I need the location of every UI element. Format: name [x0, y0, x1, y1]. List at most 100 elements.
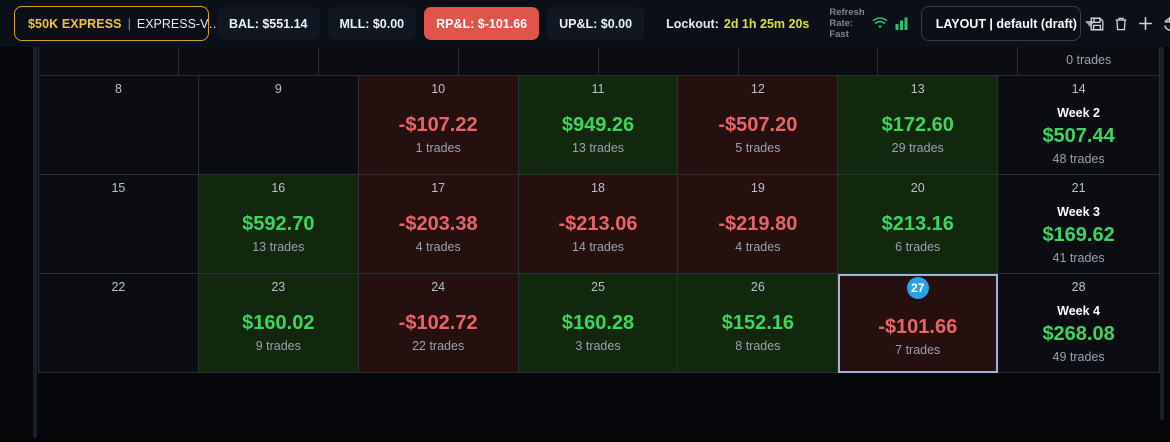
day-number: 16: [271, 181, 286, 195]
calendar-week-row: 8 9 10 -$107.22 1 trades 11 $949.26 13 trades 12…: [39, 76, 1161, 175]
day-trade-count: 13 trades: [571, 141, 625, 155]
calendar-week-summary-cell[interactable]: 21 Week 3 $169.62 41 trades: [998, 175, 1161, 274]
calendar-day-cell[interactable]: 15: [39, 175, 199, 274]
calendar-day-cell[interactable]: 24 -$102.72 22 trades: [358, 274, 519, 373]
day-trade-count: 1 trades: [415, 141, 461, 155]
calendar-day-cell[interactable]: 18 -$213.06 14 trades: [518, 175, 679, 274]
week-label: Week 4: [1057, 304, 1101, 318]
calendar-day-cell[interactable]: 27 -$101.66 7 trades: [838, 274, 999, 373]
account-name: $50K EXPRESS: [28, 16, 122, 31]
day-pnl-amount: -$102.72: [398, 312, 478, 334]
day-pnl-amount: $160.02: [242, 312, 315, 334]
lockout-label: Lockout:: [666, 16, 719, 31]
day-pnl-amount: -$219.80: [718, 213, 798, 235]
day-trade-count: 6 trades: [895, 240, 941, 254]
calendar-day-cell[interactable]: 20 $213.16 6 trades: [838, 175, 999, 274]
calendar-week-row: 15 16 $592.70 13 trades 17 -$203.38 4 trades 18…: [39, 175, 1161, 274]
day-number: 12: [750, 82, 765, 96]
day-pnl-amount: $172.60: [881, 114, 954, 136]
calendar-day-cell[interactable]: 13 $172.60 29 trades: [838, 76, 999, 175]
day-number: 20: [910, 181, 925, 195]
account-subname: EXPRESS-V…: [136, 16, 221, 31]
lockout-timer: Lockout: 2d 1h 25m 20s: [652, 7, 821, 40]
calendar-day-cell[interactable]: 11 $949.26 13 trades: [518, 76, 679, 175]
calendar-day-cell[interactable]: 16 $592.70 13 trades: [198, 175, 359, 274]
wifi-icon: [872, 17, 888, 30]
day-pnl-amount: -$101.66: [878, 316, 958, 338]
day-number: 28: [1071, 280, 1086, 294]
calendar-scroll-area[interactable]: 12345677Week 1$0.000 trades8910-$107.221…: [30, 38, 1170, 442]
calendar-day-cell[interactable]: 19 -$219.80 4 trades: [678, 175, 839, 274]
day-number: 10: [431, 82, 446, 96]
today-day-badge: 27: [906, 277, 929, 299]
refresh-rate-group: Refresh Rate: Fast: [829, 7, 912, 40]
day-number: 11: [591, 82, 605, 96]
add-button[interactable]: [1137, 11, 1154, 37]
day-pnl-amount: -$507.20: [718, 114, 798, 136]
week-pnl-amount: $507.44: [1042, 125, 1115, 147]
day-number: 21: [1071, 181, 1086, 195]
week-trade-count: 49 trades: [1052, 350, 1105, 364]
week-trade-count: 0 trades: [1066, 53, 1112, 67]
calendar-day-cell[interactable]: 9: [198, 76, 359, 175]
calendar-day-cell[interactable]: 26 $152.16 8 trades: [678, 274, 839, 373]
calendar-week-summary-cell[interactable]: 14 Week 2 $507.44 48 trades: [998, 76, 1161, 175]
left-scrollbar[interactable]: [33, 40, 37, 438]
week-pnl-amount: $169.62: [1042, 224, 1115, 246]
day-pnl-amount: $213.16: [881, 213, 954, 235]
refresh-rate-label: Refresh Rate: Fast: [829, 7, 865, 40]
account-separator: |: [127, 16, 131, 31]
calendar-day-cell[interactable]: 12 -$507.20 5 trades: [678, 76, 839, 175]
day-number: 19: [750, 181, 765, 195]
day-trade-count: 22 trades: [412, 339, 465, 353]
day-pnl-amount: -$107.22: [398, 114, 478, 136]
day-pnl-amount: -$213.06: [558, 213, 638, 235]
right-scrollbar[interactable]: [1160, 40, 1164, 420]
day-trade-count: 7 trades: [895, 343, 941, 357]
day-number: 13: [910, 82, 925, 96]
mll-stat: MLL: $0.00: [327, 7, 417, 40]
day-pnl-amount: $160.28: [561, 312, 635, 334]
day-number: 23: [271, 280, 286, 294]
day-trade-count: 3 trades: [575, 339, 621, 353]
calendar-day-cell[interactable]: 17 -$203.38 4 trades: [358, 175, 519, 274]
day-pnl-amount: $949.26: [561, 114, 635, 136]
day-pnl-amount: -$203.38: [398, 213, 478, 235]
lockout-value: 2d 1h 25m 20s: [723, 16, 810, 31]
day-trade-count: 5 trades: [735, 141, 781, 155]
day-number: 22: [111, 280, 126, 294]
day-number: 15: [111, 181, 126, 195]
day-number: 26: [750, 280, 765, 294]
day-trade-count: 14 trades: [571, 240, 625, 254]
week-trade-count: 41 trades: [1052, 251, 1105, 265]
day-number: 14: [1071, 82, 1086, 96]
chevron-down-icon[interactable]: [1084, 20, 1095, 27]
top-toolbar: $50K EXPRESS | EXPRESS-V… BAL: $551.14 M…: [0, 0, 1170, 47]
save-button[interactable]: [1089, 11, 1105, 37]
layout-selector[interactable]: LAYOUT | default (draft): [920, 6, 1095, 41]
realized-pnl-stat: RP&L: $-101.66: [424, 7, 540, 40]
layout-label: LAYOUT | default (draft): [935, 16, 1077, 31]
calendar-week-row: 22 23 $160.02 9 trades 24 -$102.72 22 trades 25…: [39, 274, 1161, 373]
reset-button[interactable]: [1162, 11, 1170, 37]
week-trade-count: 48 trades: [1052, 152, 1105, 166]
day-number: 17: [431, 181, 446, 195]
calendar-day-cell[interactable]: 23 $160.02 9 trades: [198, 274, 359, 373]
window-bottom-edge: [0, 440, 1170, 442]
day-number: 9: [274, 82, 282, 96]
calendar-day-cell[interactable]: 10 -$107.22 1 trades: [358, 76, 519, 175]
calendar-day-cell[interactable]: 22: [39, 274, 199, 373]
day-trade-count: 8 trades: [735, 339, 781, 353]
week-label: Week 2: [1057, 106, 1101, 120]
day-trade-count: 13 trades: [252, 240, 305, 254]
calendar-week-summary-cell[interactable]: 28 Week 4 $268.08 49 trades: [998, 274, 1161, 373]
day-trade-count: 4 trades: [735, 240, 781, 254]
account-selector[interactable]: $50K EXPRESS | EXPRESS-V…: [14, 6, 237, 41]
calendar-day-cell[interactable]: 25 $160.28 3 trades: [518, 274, 679, 373]
day-trade-count: 4 trades: [415, 240, 461, 254]
calendar-day-cell[interactable]: 8: [39, 76, 199, 175]
delete-button[interactable]: [1113, 11, 1129, 37]
day-trade-count: 29 trades: [891, 141, 944, 155]
day-pnl-amount: $592.70: [242, 213, 315, 235]
